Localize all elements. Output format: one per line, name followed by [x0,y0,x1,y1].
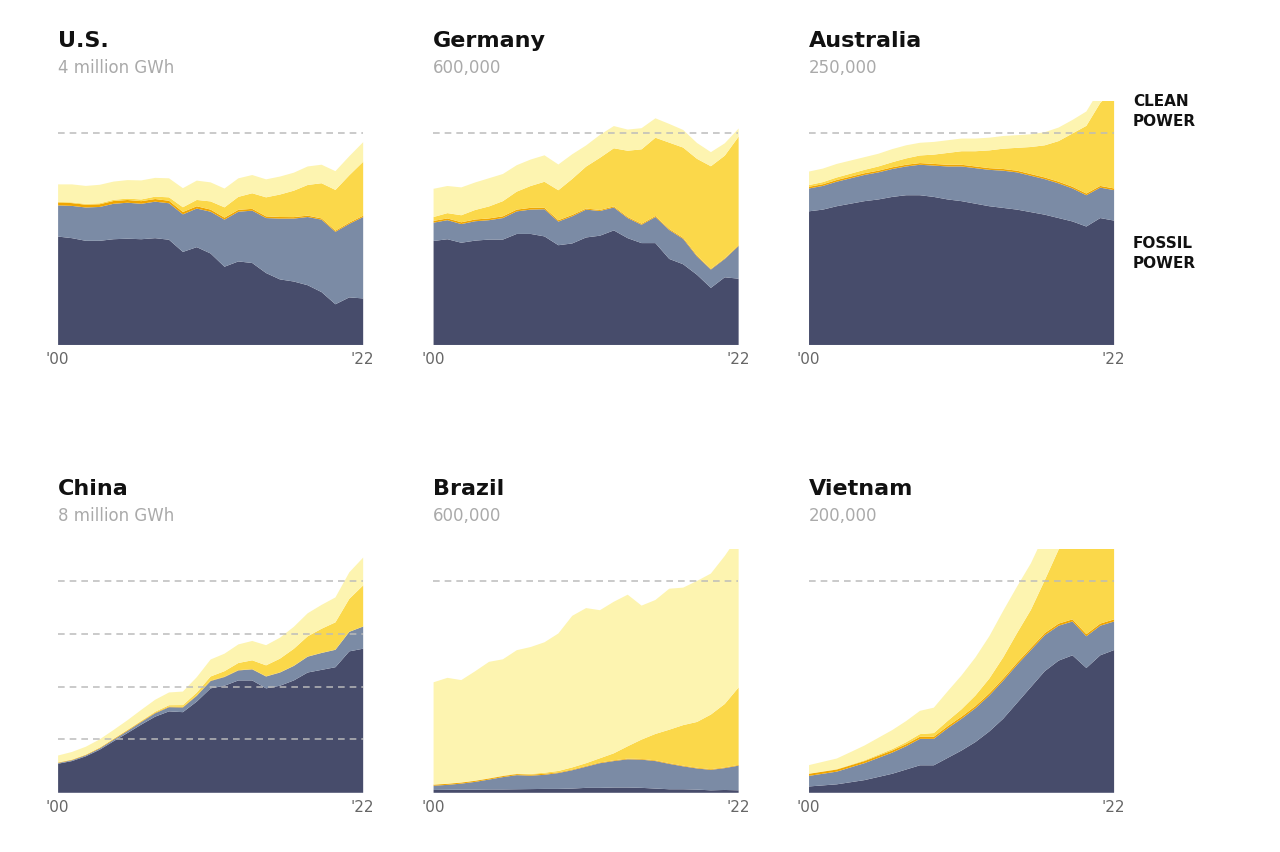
Text: CLEAN
POWER: CLEAN POWER [1133,94,1196,129]
Text: 250,000: 250,000 [809,59,877,77]
Text: U.S.: U.S. [58,32,109,51]
Text: 600,000: 600,000 [433,506,502,524]
Text: 8 million GWh: 8 million GWh [58,506,174,524]
Text: Vietnam: Vietnam [809,479,913,498]
Text: Australia: Australia [809,32,922,51]
Text: FOSSIL
POWER: FOSSIL POWER [1133,236,1196,271]
Text: Brazil: Brazil [433,479,504,498]
Text: China: China [58,479,128,498]
Text: Germany: Germany [433,32,547,51]
Text: 200,000: 200,000 [809,506,877,524]
Text: 600,000: 600,000 [433,59,502,77]
Text: 4 million GWh: 4 million GWh [58,59,174,77]
